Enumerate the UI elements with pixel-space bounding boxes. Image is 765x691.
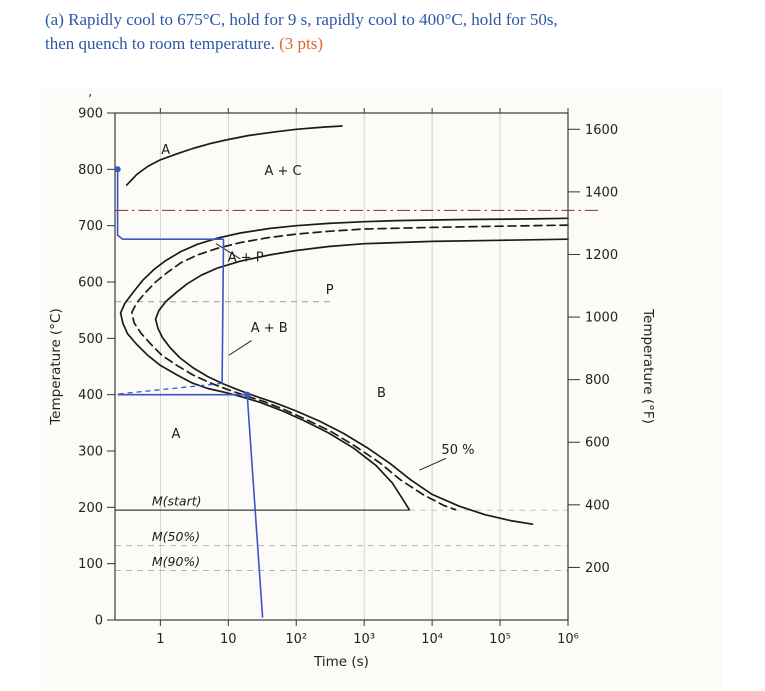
- y-tick-label-fahrenheit: 1000: [585, 311, 618, 326]
- y-tick-label-celsius: 200: [78, 501, 103, 516]
- cooling-path-segment: [116, 169, 224, 240]
- x-tick-label: 10⁶: [557, 632, 579, 647]
- ttt-chart-svg: 1 10 10² 10³ 10⁴ 10⁵ 10⁶ 0 100 200 300 400 500 600 700…: [48, 93, 656, 670]
- y-tick-label-fahrenheit: 1200: [585, 248, 618, 263]
- fifty-pct-pointer: [419, 457, 447, 471]
- y-tick-label-fahrenheit: 600: [585, 436, 610, 451]
- y-tick-label-fahrenheit: 200: [585, 561, 610, 576]
- y-tick-label-celsius: 900: [78, 107, 103, 122]
- y-tick-label-celsius: 400: [78, 388, 103, 403]
- region-label-a-0: A: [161, 143, 170, 158]
- a-b-pointer: [228, 340, 252, 356]
- y-tick-label-celsius: 600: [78, 276, 103, 291]
- region-label-p-3: P: [326, 283, 334, 298]
- line-label-m-start: M(start): [152, 494, 202, 509]
- ttt-diagram: 1 10 10² 10³ 10⁴ 10⁵ 10⁶ 0 100 200 300 400 500 600 700…: [40, 88, 722, 688]
- y-tick-label-celsius: 0: [95, 614, 103, 629]
- x-tick-label: 10⁴: [421, 632, 443, 647]
- region-label-50-7: 50 %: [441, 443, 474, 458]
- y-axis-title-fahrenheit: Temperature (°F): [640, 308, 656, 424]
- cooling-path-point: [244, 391, 251, 398]
- region-label-b-5: B: [377, 386, 386, 401]
- y-axis-title-celsius: Temperature (°C): [48, 308, 64, 426]
- stray-mark: ’: [88, 93, 92, 108]
- y-tick-label-celsius: 100: [78, 557, 103, 572]
- region-label-a-6: A: [172, 427, 181, 442]
- curve-transformation-50: [130, 224, 569, 511]
- curve-cementite-start: [125, 125, 343, 186]
- cooling-path-segment: [246, 394, 264, 618]
- question-line2: then quench to room temperature.: [45, 34, 280, 53]
- curve-transformation-finish: [154, 238, 569, 526]
- plot-border: [114, 112, 569, 621]
- y-tick-label-fahrenheit: 1600: [585, 123, 618, 138]
- region-label-ab-4: A + B: [251, 321, 288, 336]
- x-tick-label: 10⁵: [489, 632, 511, 647]
- line-label-m-90: M(90%): [152, 554, 200, 569]
- cooling-path-point: [114, 166, 121, 173]
- a-p-pointer: [215, 243, 241, 260]
- question-line2-wrap: then quench to room temperature. (3 pts): [45, 32, 745, 56]
- y-tick-label-celsius: 300: [78, 445, 103, 460]
- x-axis-title: Time (s): [313, 654, 369, 670]
- y-tick-label-celsius: 700: [78, 219, 103, 234]
- x-tick-label: 10³: [353, 632, 375, 647]
- y-tick-label-fahrenheit: 1400: [585, 185, 618, 200]
- y-tick-label-fahrenheit: 400: [585, 498, 610, 513]
- y-tick-label-celsius: 800: [78, 163, 103, 178]
- x-tick-label: 1: [156, 632, 164, 647]
- x-tick-label: 10²: [285, 632, 307, 647]
- line-label-m-50: M(50%): [152, 529, 200, 544]
- y-tick-label-fahrenheit: 800: [585, 373, 610, 388]
- question-line1: (a) Rapidly cool to 675°C, hold for 9 s,…: [45, 10, 558, 29]
- question-text: (a) Rapidly cool to 675°C, hold for 9 s,…: [45, 8, 745, 56]
- curve-transformation-start: [119, 217, 569, 511]
- cooling-path-segment: [221, 239, 225, 384]
- region-label-ac-1: A + C: [264, 164, 301, 179]
- y-tick-label-celsius: 500: [78, 332, 103, 347]
- points-label: (3 pts): [279, 34, 324, 53]
- x-tick-label: 10: [220, 632, 237, 647]
- region-label-ap-2: A + P: [228, 251, 264, 266]
